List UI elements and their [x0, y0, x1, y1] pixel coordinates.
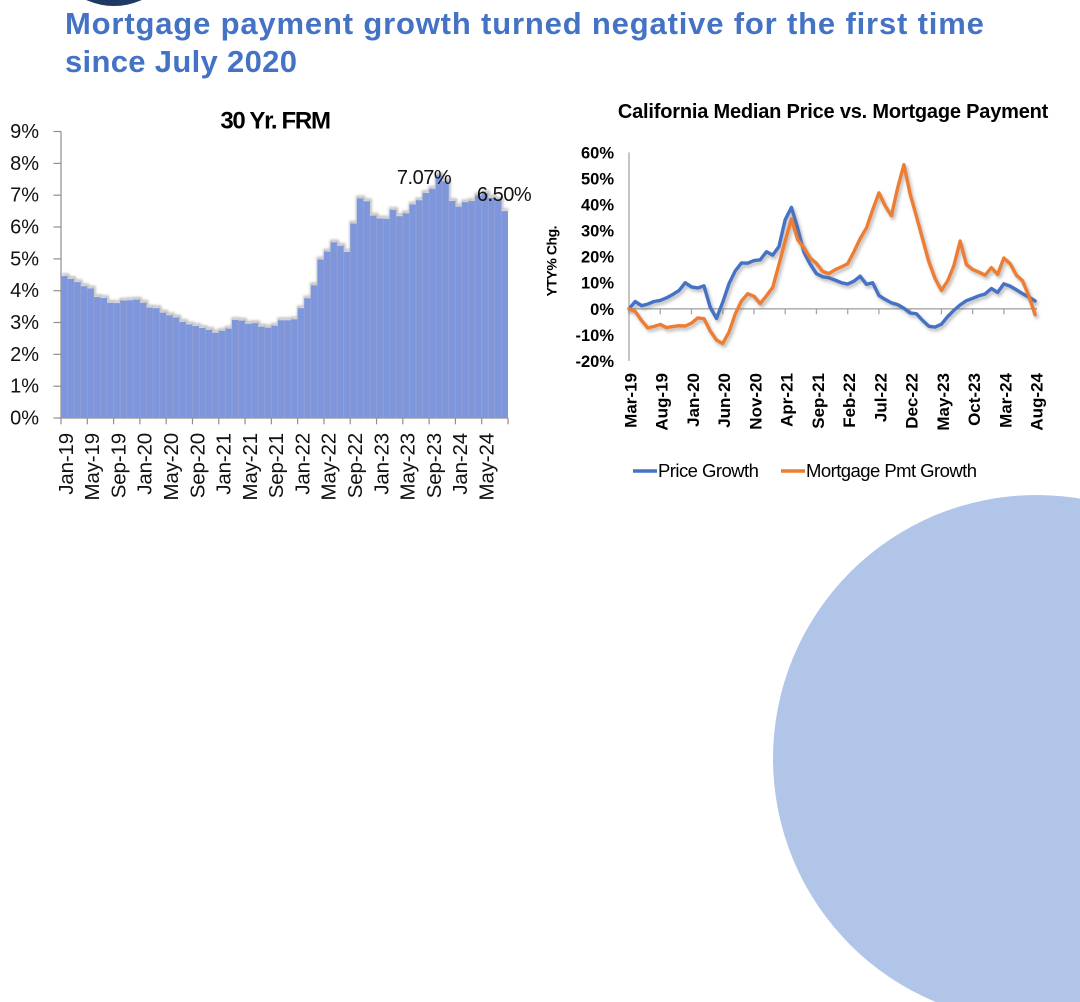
- svg-text:Jan-20: Jan-20: [684, 373, 703, 427]
- svg-text:Sep-22: Sep-22: [344, 433, 367, 498]
- svg-text:1%: 1%: [10, 376, 39, 398]
- svg-text:Jun-20: Jun-20: [715, 373, 734, 428]
- svg-text:May-24: May-24: [475, 433, 498, 500]
- svg-text:YTY% Chg.: YTY% Chg.: [543, 226, 559, 297]
- svg-text:Price Growth: Price Growth: [658, 460, 759, 481]
- svg-text:Apr-21: Apr-21: [778, 373, 797, 427]
- svg-text:May-22: May-22: [318, 433, 341, 500]
- svg-text:Mortgage Pmt Growth: Mortgage Pmt Growth: [806, 460, 977, 481]
- svg-text:9%: 9%: [10, 121, 39, 143]
- svg-text:6.50%: 6.50%: [477, 184, 532, 206]
- svg-text:Aug-19: Aug-19: [653, 373, 672, 431]
- svg-text:-10%: -10%: [575, 327, 614, 345]
- svg-text:8%: 8%: [10, 153, 39, 175]
- svg-text:Nov-20: Nov-20: [746, 373, 765, 430]
- svg-text:20%: 20%: [581, 249, 614, 267]
- svg-text:Mar-24: Mar-24: [996, 372, 1015, 427]
- svg-text:May-23: May-23: [934, 373, 953, 431]
- svg-text:Jul-22: Jul-22: [871, 373, 890, 422]
- svg-text:California Median Price vs. Mo: California Median Price vs. Mortgage Pay…: [618, 101, 1049, 123]
- svg-text:0%: 0%: [590, 301, 614, 319]
- svg-text:3%: 3%: [10, 312, 39, 334]
- svg-text:4%: 4%: [10, 280, 39, 302]
- svg-text:Oct-23: Oct-23: [965, 373, 984, 426]
- svg-text:7.07%: 7.07%: [397, 167, 452, 189]
- svg-text:Aug-24: Aug-24: [1028, 372, 1047, 430]
- svg-text:Jan-24: Jan-24: [449, 433, 472, 495]
- svg-text:Feb-22: Feb-22: [840, 373, 859, 428]
- svg-text:-20%: -20%: [575, 353, 614, 371]
- svg-text:Jan-23: Jan-23: [370, 433, 393, 495]
- svg-text:May-23: May-23: [397, 433, 420, 500]
- svg-text:30 Yr. FRM: 30 Yr. FRM: [220, 108, 330, 135]
- svg-text:6%: 6%: [10, 217, 39, 239]
- svg-text:Sep-21: Sep-21: [809, 373, 828, 429]
- svg-text:May-20: May-20: [160, 433, 183, 500]
- svg-text:Sep-20: Sep-20: [186, 433, 209, 498]
- svg-text:May-19: May-19: [81, 433, 104, 500]
- svg-text:Sep-21: Sep-21: [265, 433, 288, 498]
- svg-text:60%: 60%: [581, 144, 614, 162]
- svg-text:5%: 5%: [10, 248, 39, 270]
- svg-text:7%: 7%: [10, 185, 39, 207]
- svg-text:Mar-19: Mar-19: [621, 373, 640, 428]
- svg-text:30%: 30%: [581, 223, 614, 241]
- svg-text:0%: 0%: [10, 408, 39, 430]
- svg-text:May-21: May-21: [239, 433, 262, 500]
- svg-text:Jan-19: Jan-19: [55, 433, 78, 495]
- svg-text:Sep-19: Sep-19: [107, 433, 130, 498]
- svg-text:2%: 2%: [10, 344, 39, 366]
- svg-text:Jan-20: Jan-20: [134, 433, 157, 495]
- svg-text:Sep-23: Sep-23: [423, 433, 446, 498]
- svg-text:Jan-21: Jan-21: [213, 433, 236, 495]
- svg-text:10%: 10%: [581, 275, 614, 293]
- svg-text:Dec-22: Dec-22: [903, 373, 922, 429]
- svg-text:Jan-22: Jan-22: [291, 433, 314, 495]
- svg-text:40%: 40%: [581, 197, 614, 215]
- svg-text:50%: 50%: [581, 171, 614, 189]
